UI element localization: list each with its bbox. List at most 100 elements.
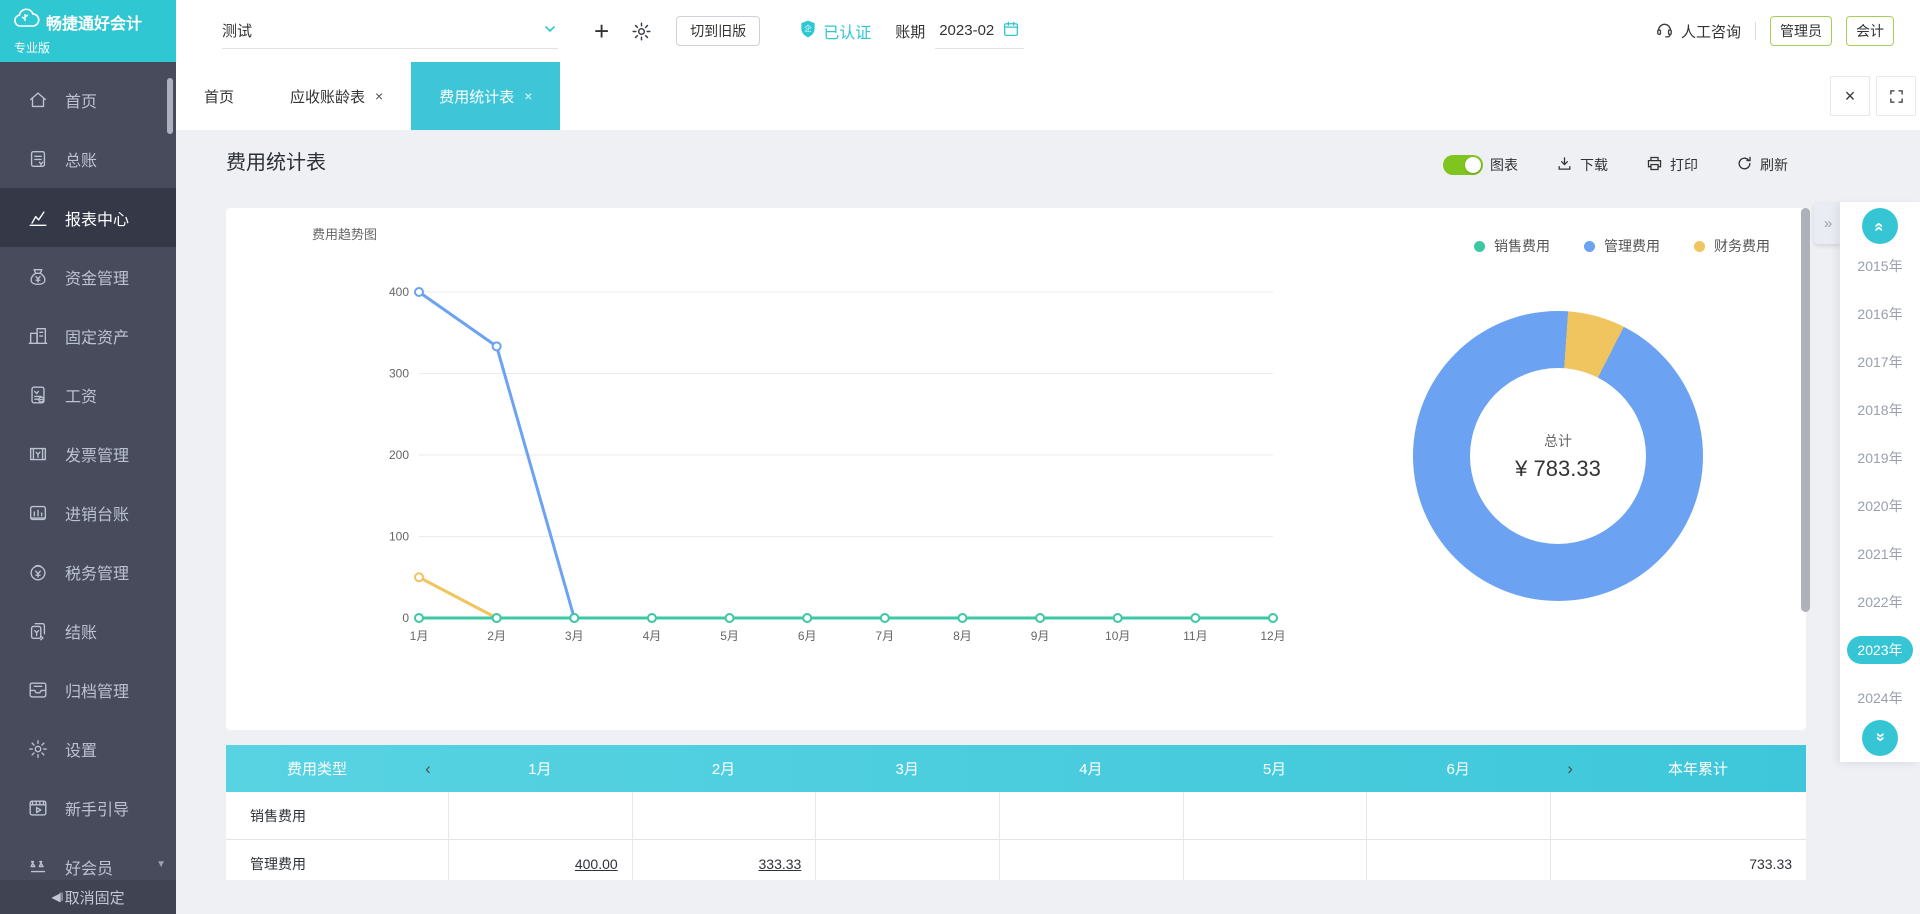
year-list: 2015年 2016年 2017年 2018年 2019年 2020年 2021年 2022年…: [1840, 252, 1920, 712]
refresh-label: 刷新: [1760, 157, 1788, 173]
sidebar-item-11[interactable]: 设置: [0, 719, 176, 778]
sidebar-item-10[interactable]: 归档管理: [0, 660, 176, 719]
sidebar-item-9[interactable]: 结账: [0, 601, 176, 660]
cell-管理费用-1月[interactable]: 400.00: [448, 840, 632, 880]
brand-title: 畅捷通好会计: [46, 15, 143, 33]
print-button[interactable]: 打印: [1646, 155, 1698, 175]
brand-header: 畅捷通好会计 专业版: [0, 0, 176, 62]
cell-管理费用-本年累计: 733.33: [1550, 840, 1806, 880]
sidebar-item-8[interactable]: 税务管理: [0, 542, 176, 601]
prev-months-icon[interactable]: ‹: [425, 758, 431, 778]
legend-item-销售费用[interactable]: 销售费用: [1474, 236, 1550, 256]
expense-table: 费用类型 ‹ 1月 2月 3月 4月 5月 6月 › 本年累计 销售费用 管理费用 400.00 333.…: [226, 745, 1806, 880]
legend-dot: [1694, 240, 1705, 252]
svg-text:8月: 8月: [953, 629, 972, 643]
legend-item-财务费用[interactable]: 财务费用: [1694, 236, 1770, 256]
year-option-2021年[interactable]: 2021年: [1857, 546, 1903, 562]
year-scroll-up-button[interactable]: «: [1862, 208, 1898, 244]
year-option-2016年[interactable]: 2016年: [1857, 306, 1903, 322]
tab-close-icon[interactable]: ×: [524, 88, 533, 104]
sidebar-item-label: 设置: [65, 742, 98, 760]
row-label: 管理费用: [250, 855, 306, 872]
unpin-icon: ◀‖: [51, 890, 63, 904]
sidebar-item-label: 首页: [65, 93, 98, 111]
admin-button[interactable]: 管理员: [1770, 16, 1832, 46]
donut-chart: 总计 ¥ 783.33: [1413, 311, 1703, 601]
support-link[interactable]: 人工咨询: [1655, 20, 1741, 43]
column-header-month-1: 1月: [528, 761, 552, 778]
chevron-down-icon: [542, 21, 558, 41]
svg-text:400: 400: [389, 285, 409, 299]
cell-管理费用-2月[interactable]: 333.33: [631, 840, 816, 880]
chart-toggle[interactable]: [1443, 155, 1483, 175]
tax-icon: [30, 564, 46, 580]
certified-badge[interactable]: 企 已认证: [798, 19, 871, 44]
sidebar-item-13[interactable]: 好会员: [0, 837, 176, 880]
sidebar-item-3[interactable]: 资金管理: [0, 247, 176, 306]
year-option-2020年[interactable]: 2020年: [1857, 498, 1903, 514]
sidebar-item-12[interactable]: 新手引导: [0, 778, 176, 837]
year-option-2023年[interactable]: 2023年: [1847, 636, 1913, 664]
year-option-2024年[interactable]: 2024年: [1857, 690, 1903, 706]
fixed-assets-icon: [28, 327, 48, 344]
year-panel-collapse-icon[interactable]: »: [1814, 202, 1840, 244]
sidebar-item-1[interactable]: 总账: [0, 129, 176, 188]
line-chart-title: 费用趋势图: [312, 227, 378, 242]
tab-2[interactable]: 费用统计表 ×: [411, 62, 561, 130]
legend-item-管理费用[interactable]: 管理费用: [1584, 236, 1660, 256]
unpin-sidebar-button[interactable]: ◀‖ 取消固定: [0, 880, 176, 914]
accountant-button[interactable]: 会计: [1846, 16, 1894, 46]
legend-label: 管理费用: [1604, 238, 1660, 254]
sidebar-item-label: 报表中心: [65, 211, 130, 229]
next-months-icon[interactable]: ›: [1567, 758, 1573, 778]
refresh-button[interactable]: 刷新: [1736, 155, 1788, 175]
legend-dot: [1474, 240, 1485, 252]
workspace-selector[interactable]: 测试: [222, 14, 558, 49]
sidebar-scrollbar[interactable]: [167, 78, 173, 134]
period-group: 账期 2023-02: [895, 14, 1025, 49]
download-label: 下载: [1580, 157, 1608, 173]
year-option-2018年[interactable]: 2018年: [1857, 402, 1903, 418]
column-header-month-5: 5月: [1262, 761, 1287, 778]
sidebar-item-7[interactable]: 进销台账: [0, 483, 176, 542]
period-label: 账期: [895, 23, 926, 41]
tabs: 首页 应收账龄表 × 费用统计表 ×: [176, 62, 561, 130]
sidebar-item-5[interactable]: 工资: [0, 365, 176, 424]
year-option-2015年[interactable]: 2015年: [1857, 258, 1903, 274]
year-option-2022年[interactable]: 2022年: [1857, 594, 1903, 610]
brand-edition: 专业版: [14, 41, 51, 55]
add-button[interactable]: +: [594, 15, 610, 46]
vertical-scrollbar[interactable]: [1801, 208, 1810, 612]
svg-text:0: 0: [402, 611, 409, 625]
svg-text:100: 100: [389, 530, 409, 544]
print-icon: [1646, 155, 1663, 175]
tab-close-icon[interactable]: ×: [375, 88, 384, 104]
legend-dot: [1584, 240, 1595, 252]
home-icon: [29, 91, 47, 107]
year-option-2019年[interactable]: 2019年: [1857, 450, 1903, 466]
sidebar-item-6[interactable]: 发票管理: [0, 424, 176, 483]
sidebar-item-label: 归档管理: [65, 683, 130, 701]
gear-icon[interactable]: [631, 21, 652, 42]
year-scroll-down-button[interactable]: «: [1862, 720, 1898, 756]
headset-icon: [1655, 20, 1674, 43]
sidebar-scroll-down-icon[interactable]: ▼: [156, 859, 166, 870]
tab-0[interactable]: 首页: [176, 62, 262, 130]
tab-1[interactable]: 应收账龄表 ×: [262, 62, 411, 130]
sidebar-item-2[interactable]: 报表中心: [0, 188, 176, 247]
switch-to-old-version-button[interactable]: 切到旧版: [676, 16, 761, 46]
column-header-expense-type: 费用类型: [286, 761, 347, 778]
cell-管理费用-3月: [815, 840, 999, 880]
close-icon[interactable]: ×: [1830, 76, 1870, 116]
sidebar-item-4[interactable]: 固定资产: [0, 306, 176, 365]
fullscreen-icon[interactable]: [1876, 76, 1916, 116]
period-selector[interactable]: 2023-02: [935, 14, 1025, 49]
column-header-month-4: 4月: [1079, 761, 1103, 778]
download-button[interactable]: 下载: [1556, 155, 1608, 175]
column-header-month-2: 2月: [711, 761, 736, 778]
donut-total-label: 总计: [1544, 432, 1572, 449]
svg-text:300: 300: [389, 367, 409, 381]
cell-管理费用-4月: [999, 840, 1183, 880]
sidebar-item-0[interactable]: 首页: [0, 70, 176, 129]
year-option-2017年[interactable]: 2017年: [1857, 354, 1903, 370]
